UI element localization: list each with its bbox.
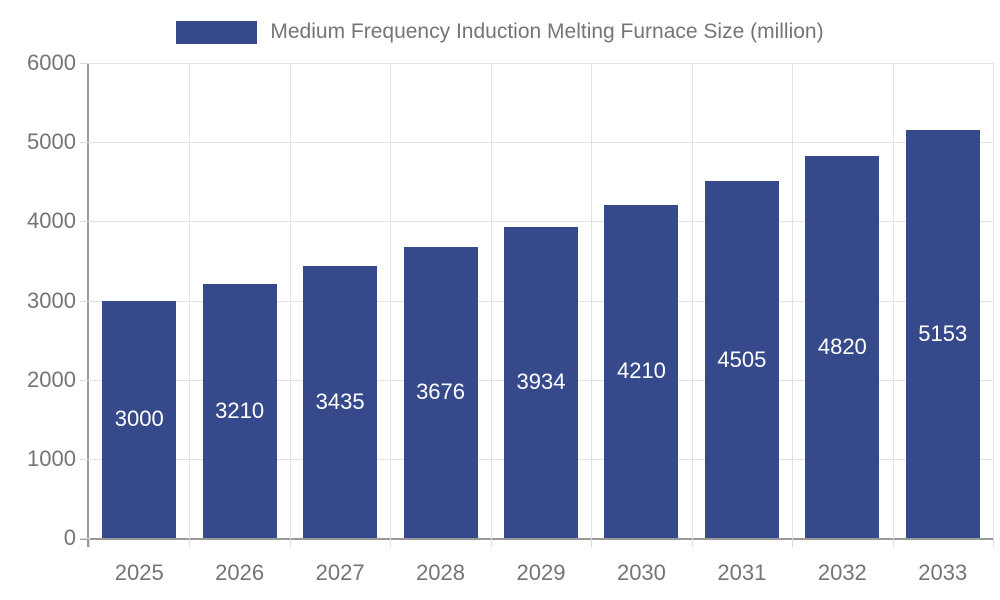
plot-area: 0 1000 2000 3000 4000 5000 6000 3000 2025 3210 202… [27,51,994,585]
bar-value-label: 4505 [717,346,767,372]
gridline-vertical [892,63,894,538]
x-axis-tick [390,538,392,547]
gridline-horizontal [89,63,993,64]
x-axis-tick [591,538,593,547]
gridline-vertical [390,63,392,538]
bar: 3934 [504,226,578,538]
x-axis-category-label: 2029 [516,560,566,585]
bar: 4820 [805,156,880,538]
x-axis-tick [691,538,693,547]
legend: Medium Frequency Induction Melting Furna… [0,14,1000,50]
y-axis-tick-label: 2000 [27,366,76,392]
y-axis-tick-label: 1000 [27,445,76,471]
x-axis-tick [189,538,191,547]
bar: 3000 [102,300,177,538]
gridline-horizontal [89,142,993,144]
gridline-vertical [289,63,291,538]
y-axis-tick [80,538,89,539]
x-axis-category-label: 2026 [215,560,265,585]
x-axis-category-label: 2032 [817,560,867,585]
gridline-vertical [591,63,593,538]
gridline-vertical [490,63,492,538]
bar-value-label: 4210 [616,358,666,384]
bar-value-label: 5153 [918,321,968,347]
x-axis-category-label: 2033 [918,560,968,585]
bar-value-label: 3435 [315,389,365,415]
x-axis-tick [490,538,492,547]
y-axis-tick-label: 3000 [27,287,76,313]
y-axis-tick [80,221,89,223]
bar-value-label: 3934 [516,369,566,395]
x-axis-category-label: 2028 [416,560,466,585]
x-axis-tick [289,538,291,547]
gridline-horizontal [89,221,993,223]
gridline-vertical [189,63,191,538]
gridline-vertical [691,63,693,538]
y-axis-tick-label: 0 [63,525,76,550]
x-axis-tick [993,538,994,547]
legend-swatch [176,20,258,44]
bar: 3210 [202,283,277,538]
y-axis-tick [80,63,89,64]
bar-value-label: 3210 [215,397,265,423]
y-axis-line [87,63,89,547]
y-axis-tick-label: 5000 [27,129,76,155]
x-axis-category-label: 2025 [114,560,164,585]
x-axis-category-label: 2031 [717,560,767,585]
x-axis-line [80,538,993,540]
x-axis-tick [89,538,90,547]
bar-value-label: 4820 [817,334,867,360]
x-axis-tick [892,538,894,547]
gridline-vertical [792,63,794,538]
bar-value-label: 3676 [416,379,466,405]
y-axis-tick-label: 6000 [27,50,76,75]
gridline-vertical [993,63,994,538]
y-axis-tick [80,142,89,144]
bar: 5153 [905,130,980,538]
bar: 3676 [403,246,478,538]
x-axis-category-label: 2027 [315,560,365,585]
bar: 3435 [303,266,378,538]
y-axis-tick [80,458,89,460]
bar-value-label: 3000 [114,406,164,432]
x-axis-category-label: 2030 [616,560,666,585]
bar: 4210 [604,204,679,538]
y-axis-tick-label: 4000 [27,208,76,234]
y-axis-tick [80,300,89,302]
y-axis-tick [80,379,89,381]
bar: 4505 [704,181,779,538]
legend-label: Medium Frequency Induction Melting Furna… [270,20,824,43]
x-axis-tick [792,538,794,547]
